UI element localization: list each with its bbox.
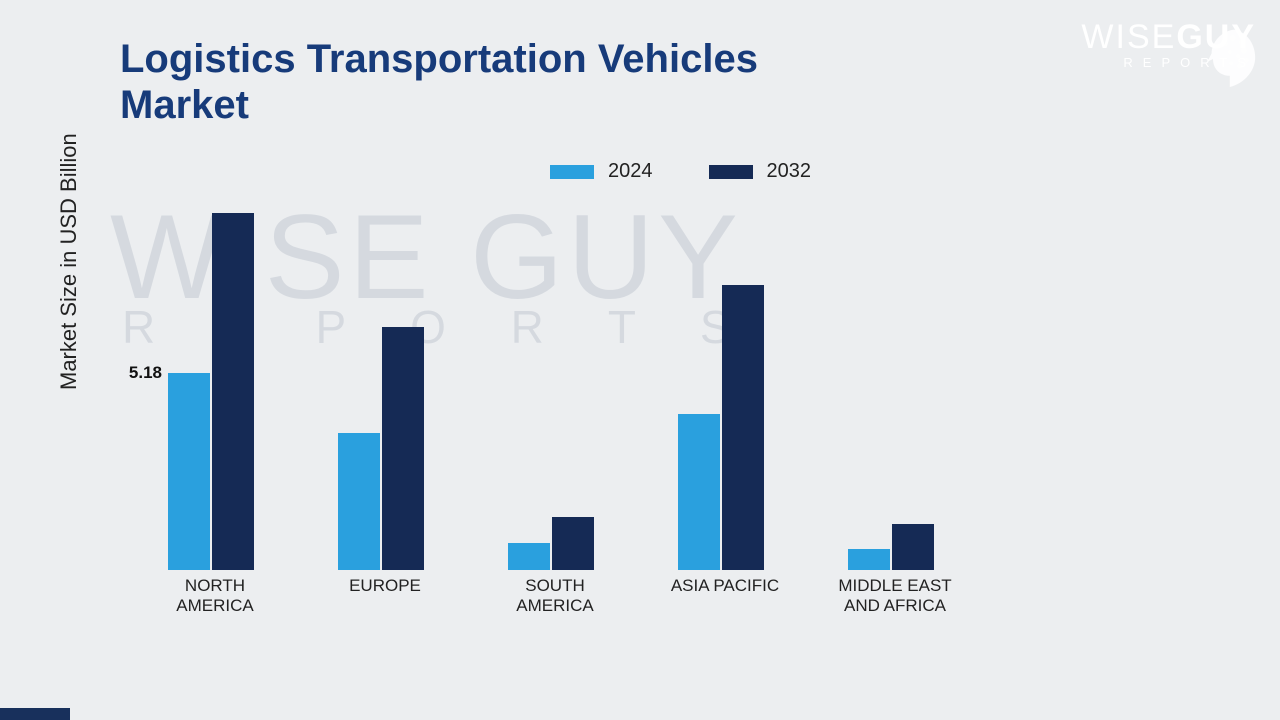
brand-word-a: WISE xyxy=(1081,18,1176,56)
x-axis-label: ASIA PACIFIC xyxy=(655,576,795,596)
bottom-accent-bar xyxy=(0,708,70,720)
bar-2032 xyxy=(552,517,594,570)
bar-value-label: 5.18 xyxy=(112,363,162,383)
brand-logo: WISEGUY REPORTS xyxy=(1081,18,1256,70)
bar-2024 xyxy=(508,543,550,570)
bar-2032 xyxy=(892,524,934,570)
bar-2024 xyxy=(678,414,720,570)
page: WISEGUY REPORTS Logistics Transportation… xyxy=(0,0,1280,720)
y-axis-label: Market Size in USD Billion xyxy=(56,133,82,390)
bar-2024 xyxy=(168,373,210,570)
brand-head-icon xyxy=(1192,24,1262,94)
legend-label-2024: 2024 xyxy=(608,160,653,183)
bar-2032 xyxy=(212,213,254,570)
legend: 2024 2032 xyxy=(550,160,811,183)
plot-area: 5.18NORTH AMERICAEUROPESOUTH AMERICAASIA… xyxy=(130,190,930,570)
legend-item-2032: 2032 xyxy=(709,160,812,183)
x-axis-label: EUROPE xyxy=(315,576,455,596)
x-axis-label: SOUTH AMERICA xyxy=(485,576,625,615)
bar-2032 xyxy=(722,285,764,570)
legend-swatch-2032 xyxy=(709,165,753,179)
bar-2024 xyxy=(848,549,890,570)
legend-swatch-2024 xyxy=(550,165,594,179)
bar-2024 xyxy=(338,433,380,570)
legend-label-2032: 2032 xyxy=(767,160,812,183)
x-axis-label: MIDDLE EAST AND AFRICA xyxy=(825,576,965,615)
chart-title: Logistics Transportation Vehicles Market xyxy=(120,36,860,128)
x-axis-label: NORTH AMERICA xyxy=(145,576,285,615)
legend-item-2024: 2024 xyxy=(550,160,653,183)
bar-chart: Market Size in USD Billion 2024 2032 5.1… xyxy=(60,160,940,680)
bar-2032 xyxy=(382,327,424,570)
